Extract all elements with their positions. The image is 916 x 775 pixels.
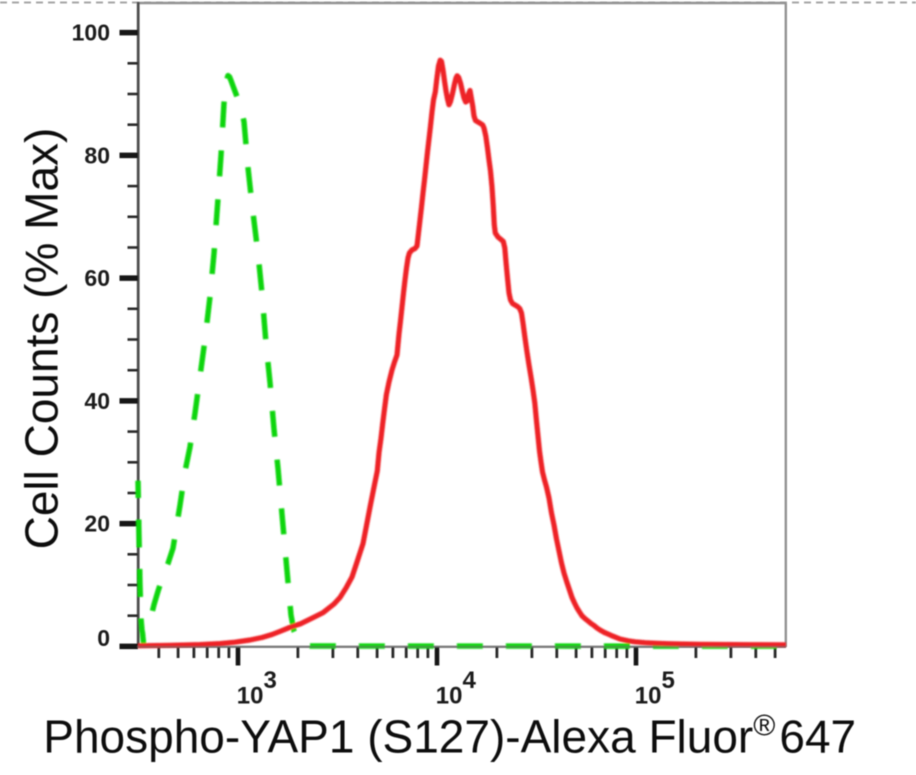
svg-text:Phospho-YAP1 (S127)-Alexa Fluo: Phospho-YAP1 (S127)-Alexa Fluor®647 bbox=[43, 710, 856, 763]
svg-text:80: 80 bbox=[84, 142, 110, 168]
svg-text:40: 40 bbox=[84, 388, 110, 414]
svg-text:Cell Counts (% Max): Cell Counts (% Max) bbox=[16, 128, 68, 550]
svg-text:100: 100 bbox=[72, 20, 110, 46]
svg-text:0: 0 bbox=[97, 625, 110, 651]
svg-text:60: 60 bbox=[84, 265, 110, 291]
svg-text:20: 20 bbox=[84, 511, 110, 537]
